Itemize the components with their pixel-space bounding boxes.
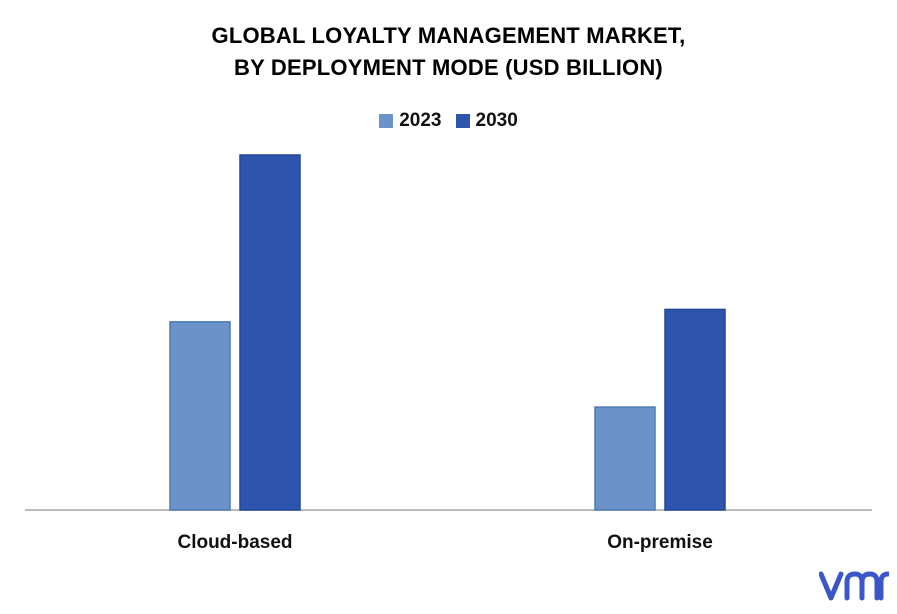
chart-legend: 2023 2030 <box>0 110 897 132</box>
chart-title-line1: GLOBAL LOYALTY MANAGEMENT MARKET, <box>211 23 686 48</box>
x-tick-label-cloud-based: Cloud-based <box>177 532 292 553</box>
chart-title: GLOBAL LOYALTY MANAGEMENT MARKET, BY DEP… <box>0 20 897 84</box>
bar-cloud-based-2030 <box>239 154 301 511</box>
chart-title-line2: BY DEPLOYMENT MODE (USD BILLION) <box>234 55 663 80</box>
legend-swatch-2023 <box>379 114 394 128</box>
legend-label-2023: 2023 <box>399 110 442 131</box>
bar-on-premise-2030 <box>664 308 726 511</box>
bar-on-premise-2023 <box>594 406 656 511</box>
legend-label-2030: 2030 <box>475 110 518 131</box>
legend-item-2023: 2023 <box>379 110 442 132</box>
x-tick-label-on-premise: On-premise <box>607 532 713 553</box>
legend-item-2030: 2030 <box>455 110 518 132</box>
vmr-logo-icon <box>819 571 889 601</box>
legend-swatch-2030 <box>455 114 470 128</box>
bar-cloud-based-2023 <box>169 321 231 511</box>
